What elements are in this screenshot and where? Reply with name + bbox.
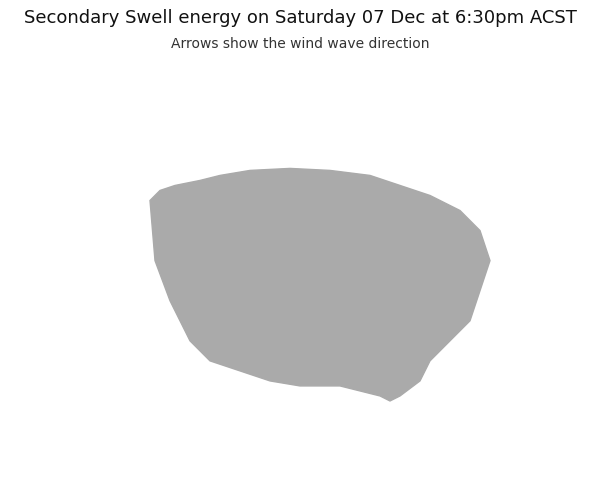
Text: Secondary Swell energy on Saturday 07 Dec at 6:30pm ACST: Secondary Swell energy on Saturday 07 De…: [24, 9, 577, 26]
Polygon shape: [150, 168, 490, 401]
Text: Arrows show the wind wave direction: Arrows show the wind wave direction: [171, 37, 430, 51]
